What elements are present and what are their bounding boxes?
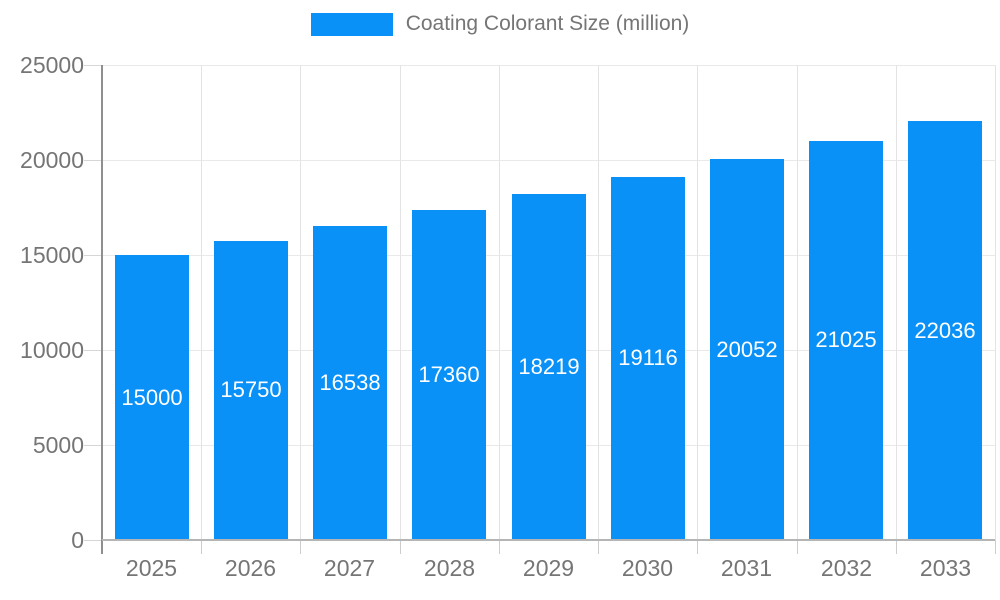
x-axis-label: 2031 [720,555,773,581]
bar-value-label: 20052 [716,337,778,362]
y-axis-label: 20000 [20,147,84,173]
y-axis-label: 0 [71,527,84,553]
bar-value-label: 15000 [121,385,183,410]
x-axis-label: 2026 [224,555,277,581]
x-axis-label: 2032 [820,555,873,581]
x-gridline [300,65,301,540]
y-axis-tick [84,65,102,66]
bar-2026[interactable] [214,241,288,540]
x-axis-label: 2027 [323,555,376,581]
bar-value-label: 22036 [914,318,976,343]
x-axis-label: 2029 [522,555,575,581]
x-gridline [598,65,599,540]
bar-2032[interactable] [809,141,883,540]
x-axis-label: 2030 [621,555,674,581]
bar-2030[interactable] [611,177,685,540]
bar-2028[interactable] [412,210,486,540]
x-gridline [697,65,698,540]
x-axis-label: 2033 [919,555,972,581]
x-axis-tick [400,540,401,554]
x-axis-tick [995,540,996,554]
x-axis-tick [300,540,301,554]
y-axis-tick [84,160,102,161]
x-gridline [995,65,996,540]
y-axis-tick [84,350,102,351]
bar-2029[interactable] [512,194,586,540]
x-axis-tick [201,540,202,554]
bar-2027[interactable] [313,226,387,540]
bar-value-label: 18219 [518,354,580,379]
bar-value-label: 21025 [815,327,877,352]
x-gridline [201,65,202,540]
x-axis-tick [797,540,798,554]
y-axis-label: 5000 [32,432,84,458]
x-gridline [499,65,500,540]
legend-label: Coating Colorant Size (million) [405,12,690,35]
x-axis-tick [697,540,698,554]
x-gridline [797,65,798,540]
y-gridline [102,160,995,161]
y-axis-label: 15000 [20,242,84,268]
bar-value-label: 19116 [618,345,678,370]
y-axis-tick [84,255,102,256]
y-axis-label: 25000 [20,52,84,78]
y-axis-tick [84,445,102,446]
bar-value-label: 15750 [220,377,282,402]
legend[interactable]: Coating Colorant Size (million) [0,12,1000,36]
x-axis-tick [598,540,599,554]
x-axis-label: 2028 [423,555,476,581]
bar-value-label: 17360 [418,362,480,387]
x-axis-tick [896,540,897,554]
bar-value-label: 16538 [319,370,381,395]
bar-2031[interactable] [710,159,784,540]
x-axis-label: 2025 [125,555,178,581]
x-axis-tick [499,540,500,554]
x-gridline [896,65,897,540]
y-axis-line [101,65,103,554]
y-gridline [102,65,995,66]
x-axis-line [102,539,995,541]
x-gridline [400,65,401,540]
y-axis-tick [84,540,102,541]
bar-2033[interactable] [908,121,982,540]
legend-swatch [310,12,393,36]
bar-2025[interactable] [115,255,189,540]
y-axis-label: 10000 [20,337,84,363]
